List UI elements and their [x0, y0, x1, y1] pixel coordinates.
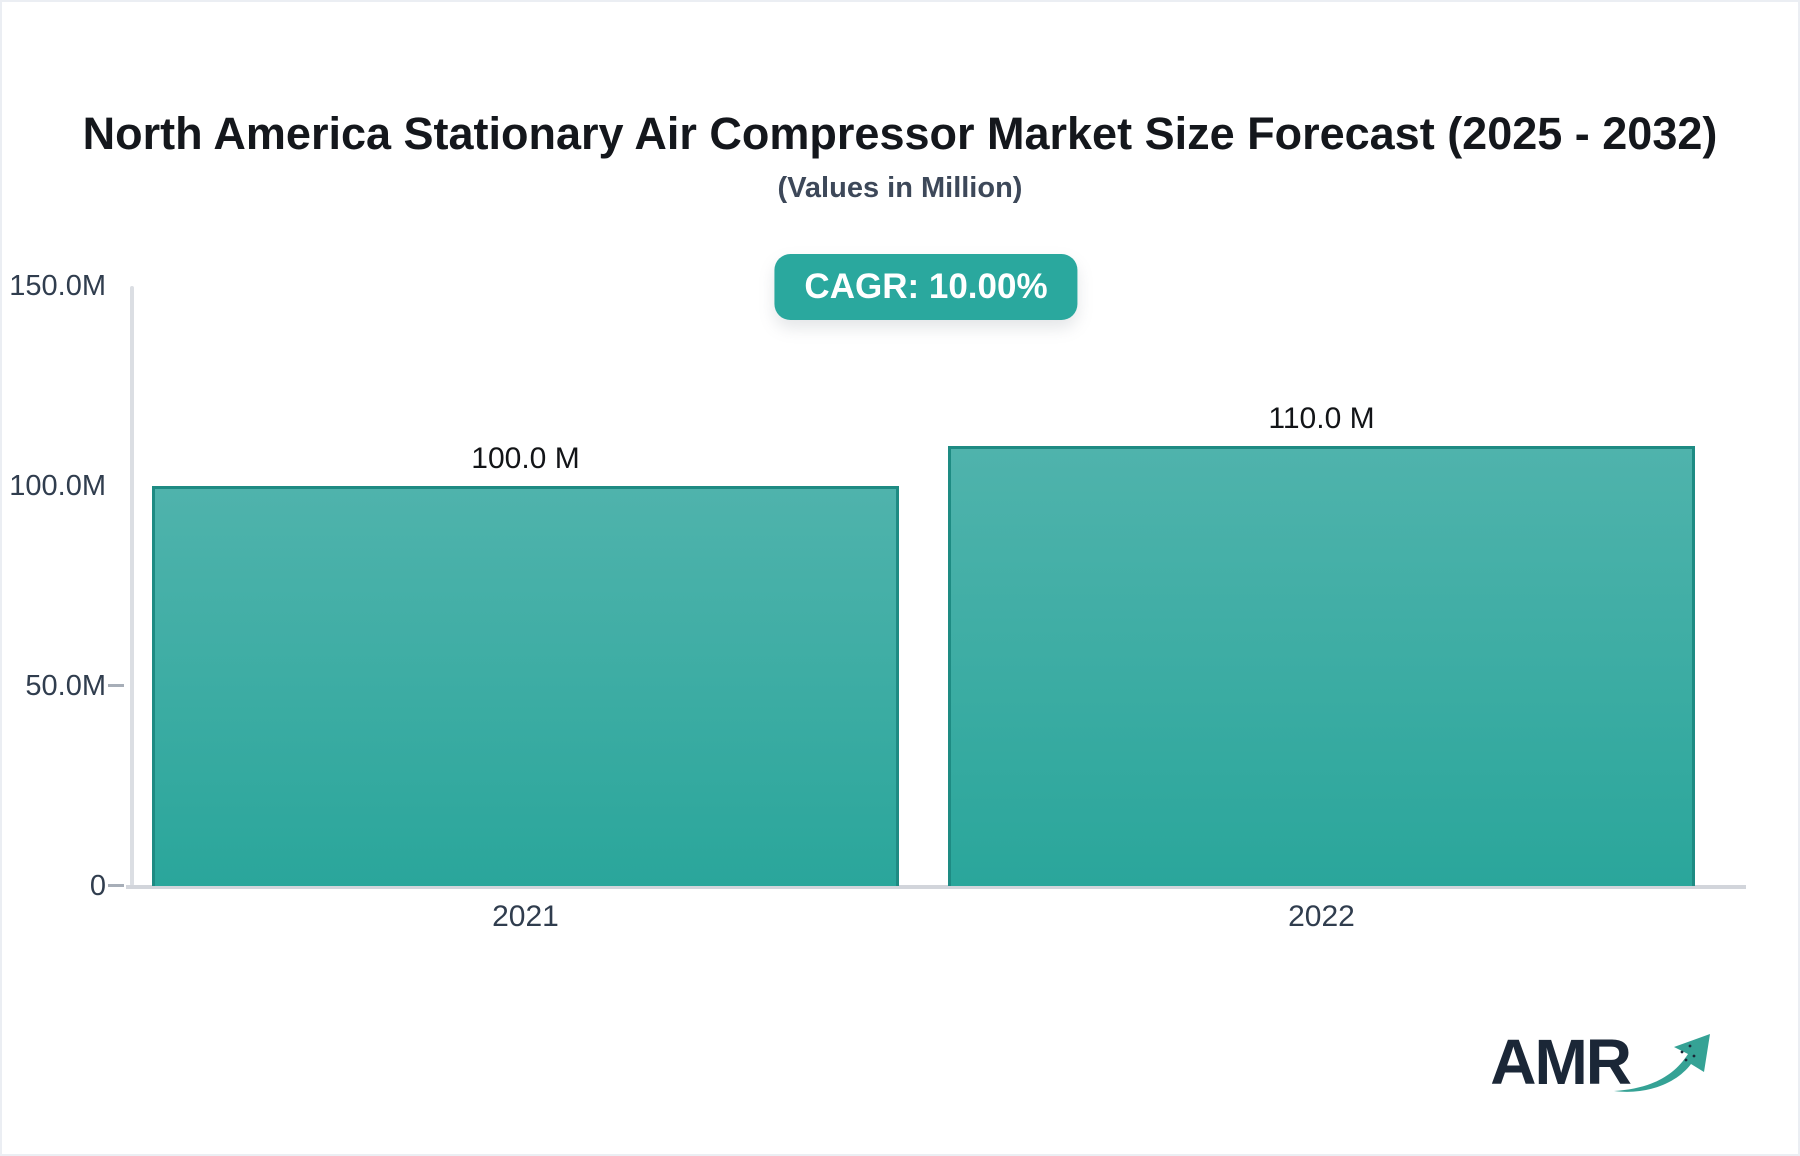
cagr-badge: CAGR: 10.00% — [774, 254, 1078, 320]
y-axis-tick-label: 100.0M — [9, 470, 106, 502]
growth-arrow-icon — [1614, 1034, 1710, 1092]
bar-value-label: 100.0 M — [471, 442, 580, 475]
bar-value-label: 110.0 M — [1268, 402, 1375, 435]
amr-logo: AMR — [1490, 1030, 1712, 1096]
amr-logo-text: AMR — [1490, 1026, 1632, 1098]
y-axis-tick-dash — [108, 884, 124, 887]
y-axis-line — [130, 286, 134, 886]
x-axis-label-2022: 2022 — [1288, 900, 1355, 933]
y-axis-tick-dash — [108, 684, 124, 687]
chart-subtitle: (Values in Million) — [777, 172, 1023, 204]
chart-title: North America Stationary Air Compressor … — [82, 108, 1718, 159]
y-axis-tick-label: 0 — [89, 870, 106, 902]
y-axis-tick-label: 150.0M — [9, 270, 106, 302]
x-axis-label-2021: 2021 — [492, 900, 559, 933]
bar-2021[interactable] — [152, 486, 899, 886]
bar-2022[interactable] — [948, 446, 1695, 886]
y-axis-tick-label: 50.0M — [25, 670, 106, 702]
x-axis-line — [126, 885, 1746, 889]
